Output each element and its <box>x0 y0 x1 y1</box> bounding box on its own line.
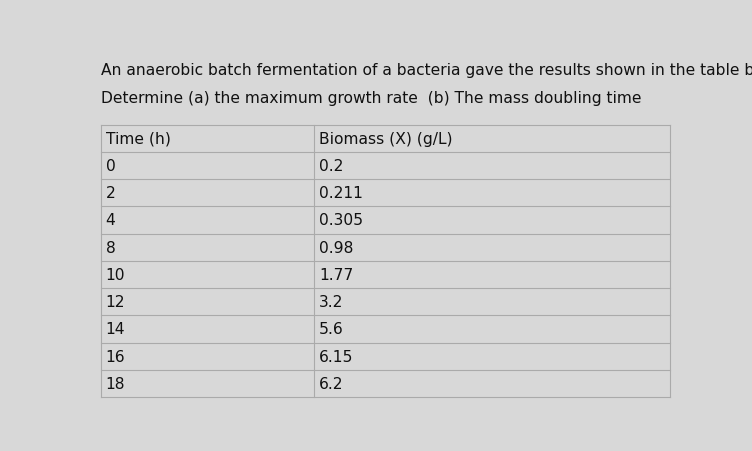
Text: 14: 14 <box>105 322 126 337</box>
Text: 10: 10 <box>105 267 125 282</box>
Text: Biomass (X) (g/L): Biomass (X) (g/L) <box>319 131 453 147</box>
Bar <box>314 125 670 152</box>
Text: Time (h): Time (h) <box>105 131 171 147</box>
Text: An anaerobic batch fermentation of a bacteria gave the results shown in the tabl: An anaerobic batch fermentation of a bac… <box>101 63 752 78</box>
Bar <box>101 316 314 343</box>
Bar <box>314 261 670 289</box>
Bar <box>101 125 314 152</box>
Text: 8: 8 <box>105 240 115 255</box>
Bar <box>101 289 314 316</box>
Bar <box>101 207 314 234</box>
Bar <box>101 152 314 179</box>
Bar <box>101 179 314 207</box>
Text: 1.77: 1.77 <box>319 267 353 282</box>
Text: 16: 16 <box>105 349 126 364</box>
Text: 0.305: 0.305 <box>319 213 363 228</box>
Bar <box>314 207 670 234</box>
Bar <box>314 234 670 261</box>
Text: 3.2: 3.2 <box>319 295 344 309</box>
Bar <box>314 179 670 207</box>
Text: 5.6: 5.6 <box>319 322 344 337</box>
Text: 12: 12 <box>105 295 125 309</box>
Text: 0.98: 0.98 <box>319 240 353 255</box>
Text: Determine (a) the maximum growth rate  (b) The mass doubling time: Determine (a) the maximum growth rate (b… <box>101 91 641 106</box>
Text: 0.211: 0.211 <box>319 186 362 201</box>
Bar <box>101 261 314 289</box>
Bar <box>314 316 670 343</box>
Text: 18: 18 <box>105 376 125 391</box>
Bar <box>314 343 670 370</box>
Text: 6.15: 6.15 <box>319 349 353 364</box>
Bar <box>314 152 670 179</box>
Text: 0.2: 0.2 <box>319 159 344 174</box>
Text: 6.2: 6.2 <box>319 376 344 391</box>
Bar <box>101 370 314 397</box>
Bar <box>314 370 670 397</box>
Bar <box>101 343 314 370</box>
Bar <box>314 289 670 316</box>
Text: 4: 4 <box>105 213 116 228</box>
Text: 2: 2 <box>105 186 115 201</box>
Text: 0: 0 <box>105 159 115 174</box>
Bar <box>101 234 314 261</box>
